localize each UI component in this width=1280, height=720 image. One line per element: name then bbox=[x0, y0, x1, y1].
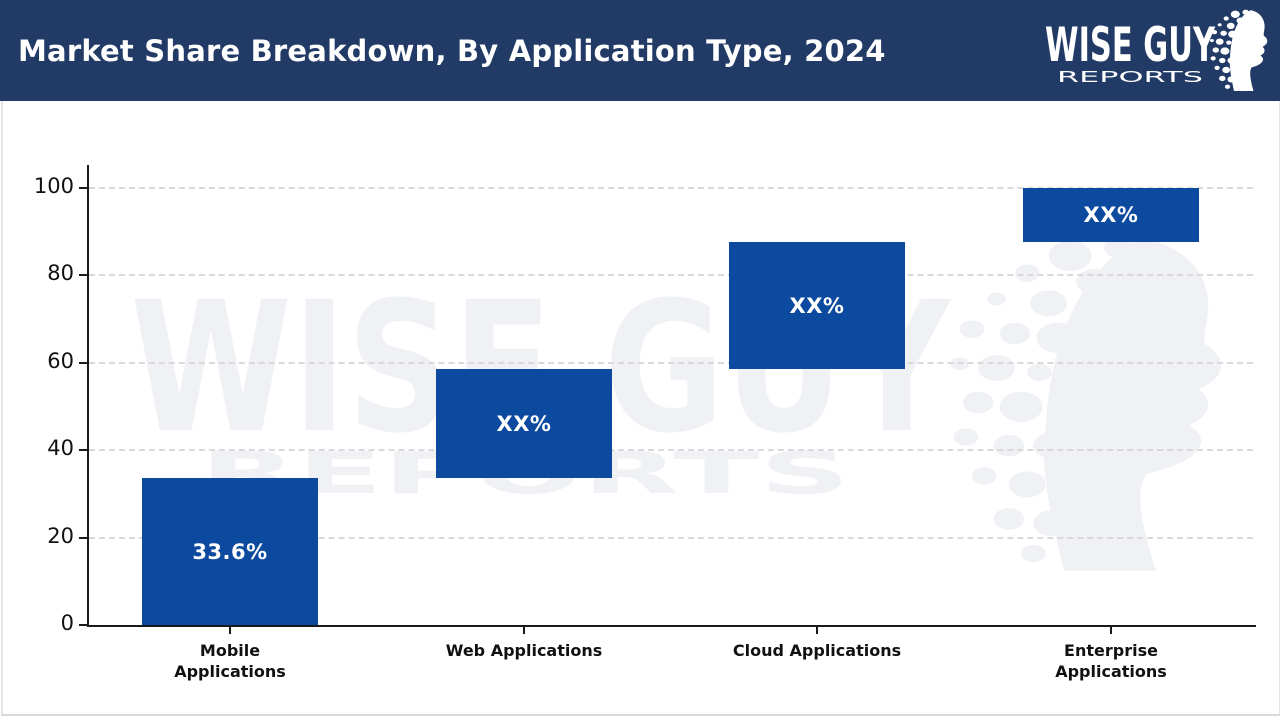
y-axis-line bbox=[87, 165, 89, 627]
y-tick-label: 100 bbox=[33, 174, 74, 198]
gridline bbox=[89, 187, 1253, 189]
x-axis-label: Enterprise Applications bbox=[1055, 641, 1167, 681]
gridline bbox=[89, 536, 1253, 539]
page-title: Market Share Breakdown, By Application T… bbox=[18, 34, 886, 68]
y-tick-label: 80 bbox=[47, 261, 74, 286]
y-axis-tick bbox=[79, 449, 88, 452]
brand-subtitle: REPORTS bbox=[1057, 68, 1203, 86]
x-axis-tick bbox=[523, 627, 525, 634]
bar: XX% bbox=[436, 368, 612, 479]
x-axis-tick bbox=[229, 627, 231, 634]
x-axis-tick bbox=[1110, 627, 1112, 634]
header-bar: Market Share Breakdown, By Application T… bbox=[0, 0, 1280, 101]
gridline bbox=[89, 361, 1253, 364]
x-axis-label: Mobile Applications bbox=[174, 641, 286, 681]
y-tick-label: 0 bbox=[60, 611, 74, 635]
bar-value-label: 33.6% bbox=[192, 539, 268, 564]
watermark-face-icon bbox=[950, 236, 1222, 571]
y-axis-tick bbox=[79, 187, 88, 189]
brand-name: WISE GUY bbox=[1045, 18, 1216, 73]
y-tick-label: 20 bbox=[47, 523, 74, 548]
x-axis-label: Web Applications bbox=[445, 641, 603, 660]
y-tick-label: 40 bbox=[47, 436, 74, 461]
gridline bbox=[89, 274, 1253, 277]
bar-value-label: XX% bbox=[789, 293, 845, 318]
y-tick-label: 60 bbox=[47, 348, 74, 373]
x-axis-tick bbox=[816, 627, 818, 634]
x-axis-label: Cloud Applications bbox=[732, 641, 902, 660]
y-axis-tick bbox=[79, 361, 88, 364]
bar: XX% bbox=[1023, 188, 1199, 243]
bar-value-label: XX% bbox=[1083, 203, 1139, 228]
y-axis-tick bbox=[79, 536, 88, 539]
y-axis-tick bbox=[79, 274, 88, 277]
x-axis-line bbox=[87, 625, 1256, 627]
gridline bbox=[89, 449, 1253, 452]
y-axis-tick bbox=[79, 624, 88, 626]
brand-logo: WISE GUY REPORTS bbox=[1045, 9, 1268, 91]
bar: 33.6% bbox=[142, 478, 318, 625]
bar: XX% bbox=[729, 242, 905, 369]
bar-value-label: XX% bbox=[496, 411, 552, 436]
